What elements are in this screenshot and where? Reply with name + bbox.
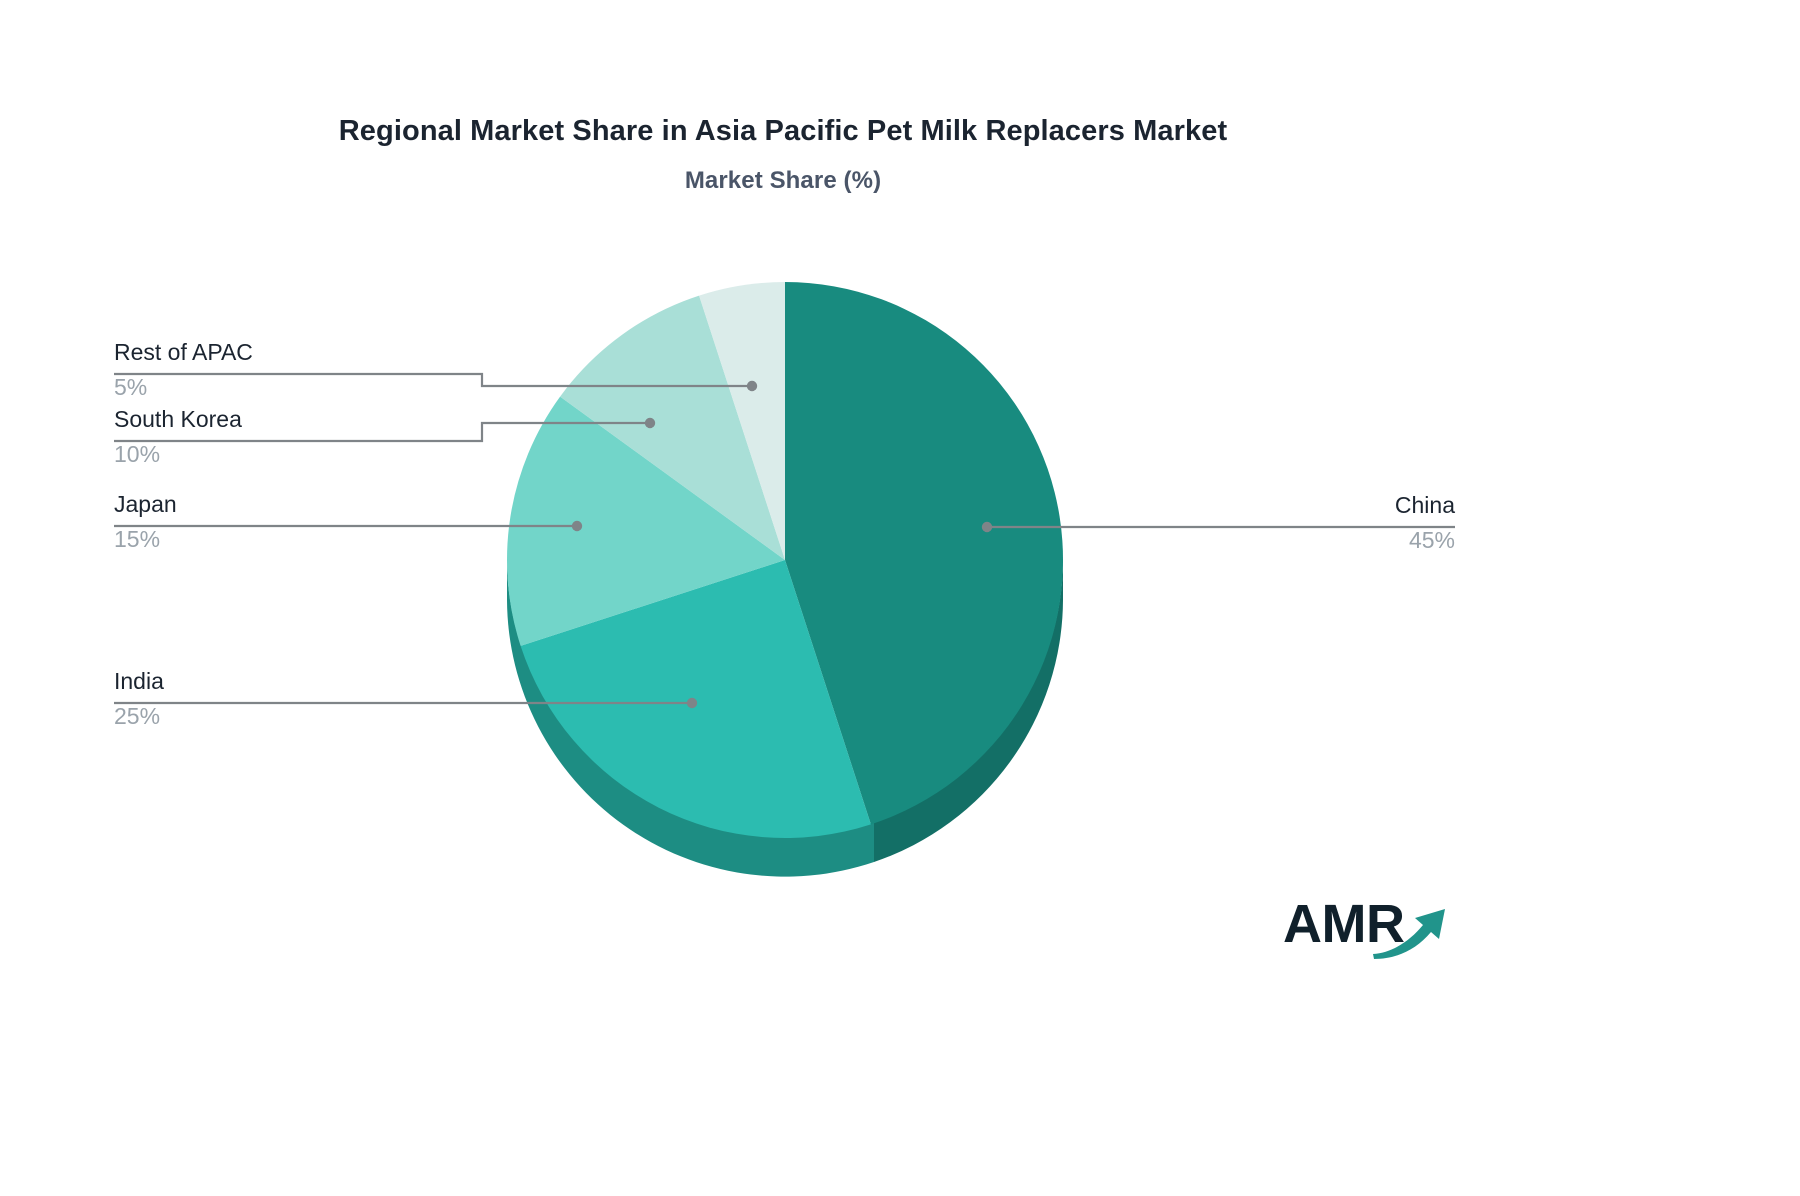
chart-title: Regional Market Share in Asia Pacific Pe… bbox=[338, 115, 1228, 147]
callout-label-rest-of-apac: Rest of APAC bbox=[114, 339, 253, 365]
leader-dots bbox=[571, 380, 993, 709]
callout-japan[interactable]: Japan 15% bbox=[114, 489, 177, 554]
amr-logo-text: AMR bbox=[1283, 894, 1405, 954]
callout-china[interactable]: China 45% bbox=[1155, 490, 1455, 555]
chart-subtitle: Market Share (%) bbox=[684, 167, 882, 194]
leader-line-rest-of-apac bbox=[114, 372, 752, 388]
callout-value-japan: 15% bbox=[114, 526, 161, 552]
callout-label-india: India bbox=[114, 668, 164, 694]
callout-label-south-korea: South Korea bbox=[114, 406, 242, 432]
pie-slice-china[interactable] bbox=[785, 282, 1064, 825]
leader-lines bbox=[114, 372, 1455, 705]
pie-3d-side bbox=[507, 560, 1063, 877]
callout-south-korea[interactable]: South Korea 10% bbox=[114, 404, 242, 469]
pie-slice-japan[interactable] bbox=[507, 396, 785, 646]
leader-line-south-korea bbox=[114, 421, 650, 443]
callout-label-china: China bbox=[1394, 492, 1455, 518]
pie-slices bbox=[507, 282, 1064, 839]
callout-value-rest-of-apac: 5% bbox=[114, 374, 148, 400]
pie-slice-india[interactable] bbox=[520, 560, 871, 839]
callout-label-japan: Japan bbox=[114, 491, 177, 517]
callout-rest-of-apac[interactable]: Rest of APAC 5% bbox=[114, 337, 253, 402]
callout-india[interactable]: India 25% bbox=[114, 666, 164, 731]
callout-value-india: 25% bbox=[114, 703, 161, 729]
amr-logo: AMR bbox=[1283, 895, 1451, 965]
callout-value-south-korea: 10% bbox=[114, 441, 161, 467]
callout-value-china: 45% bbox=[1408, 527, 1455, 553]
pie-slice-south-korea[interactable] bbox=[560, 295, 785, 560]
leader-dot-china bbox=[981, 521, 993, 533]
leader-dot-india bbox=[686, 697, 698, 709]
leader-dot-japan bbox=[571, 520, 583, 532]
leader-dot-rest-of-apac bbox=[746, 380, 758, 392]
pie-slice-rest-of-apac[interactable] bbox=[699, 282, 785, 560]
growth-arrow-icon bbox=[1373, 909, 1445, 959]
leader-dot-south-korea bbox=[644, 417, 656, 429]
